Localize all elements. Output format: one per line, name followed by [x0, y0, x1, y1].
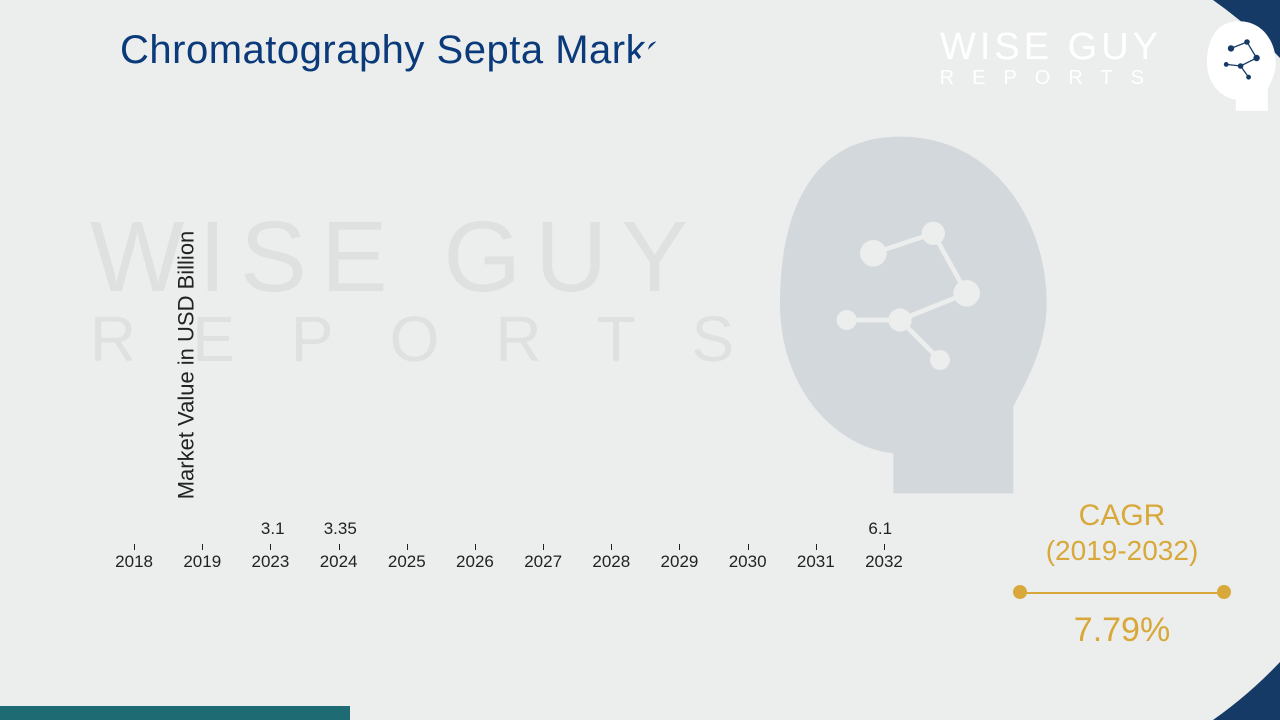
- dot-icon: [1013, 585, 1027, 599]
- logo-line2: REPORTS: [940, 67, 1162, 90]
- bottom-accent-bar: [0, 706, 350, 720]
- plot-area: 3.1 3.35 6.1: [100, 150, 918, 544]
- dot-icon: [1217, 585, 1231, 599]
- x-tick: 2028: [577, 544, 645, 580]
- logo-line1: WISE GUY: [940, 26, 1162, 69]
- x-tick: 2026: [441, 544, 509, 580]
- cagr-separator: [1010, 581, 1234, 603]
- canvas: WISE GUYREPORTS Chromatography Septa Mar…: [0, 0, 1280, 720]
- bar-value-label: 6.1: [868, 519, 892, 539]
- bars-container: 3.1 3.35 6.1: [100, 150, 918, 543]
- x-tick: 2031: [782, 544, 850, 580]
- cagr-value: 7.79%: [992, 611, 1252, 650]
- x-tick: 2032: [850, 544, 918, 580]
- cagr-period: (2019-2032): [992, 535, 1252, 567]
- x-tick: 2025: [373, 544, 441, 580]
- x-tick: 2019: [168, 544, 236, 580]
- x-tick: 2023: [236, 544, 304, 580]
- logo-head-icon: [1198, 18, 1280, 114]
- x-tick: 2024: [305, 544, 373, 580]
- x-tick: 2018: [100, 544, 168, 580]
- x-tick: 2029: [645, 544, 713, 580]
- x-tick: 2030: [714, 544, 782, 580]
- cagr-block: CAGR (2019-2032) 7.79%: [992, 499, 1252, 650]
- x-tick: 2027: [509, 544, 577, 580]
- brand-logo: WISE GUY REPORTS: [940, 26, 1162, 90]
- bar-value-label: 3.35: [324, 519, 357, 539]
- x-axis-ticks: 2018201920232024202520262027202820292030…: [100, 544, 918, 580]
- bar-chart: Market Value in USD Billion 3.13.356.1 2…: [58, 150, 918, 580]
- chart-title: Chromatography Septa Market: [120, 28, 680, 73]
- bar-value-label: 3.1: [261, 519, 285, 539]
- cagr-label: CAGR: [992, 499, 1252, 533]
